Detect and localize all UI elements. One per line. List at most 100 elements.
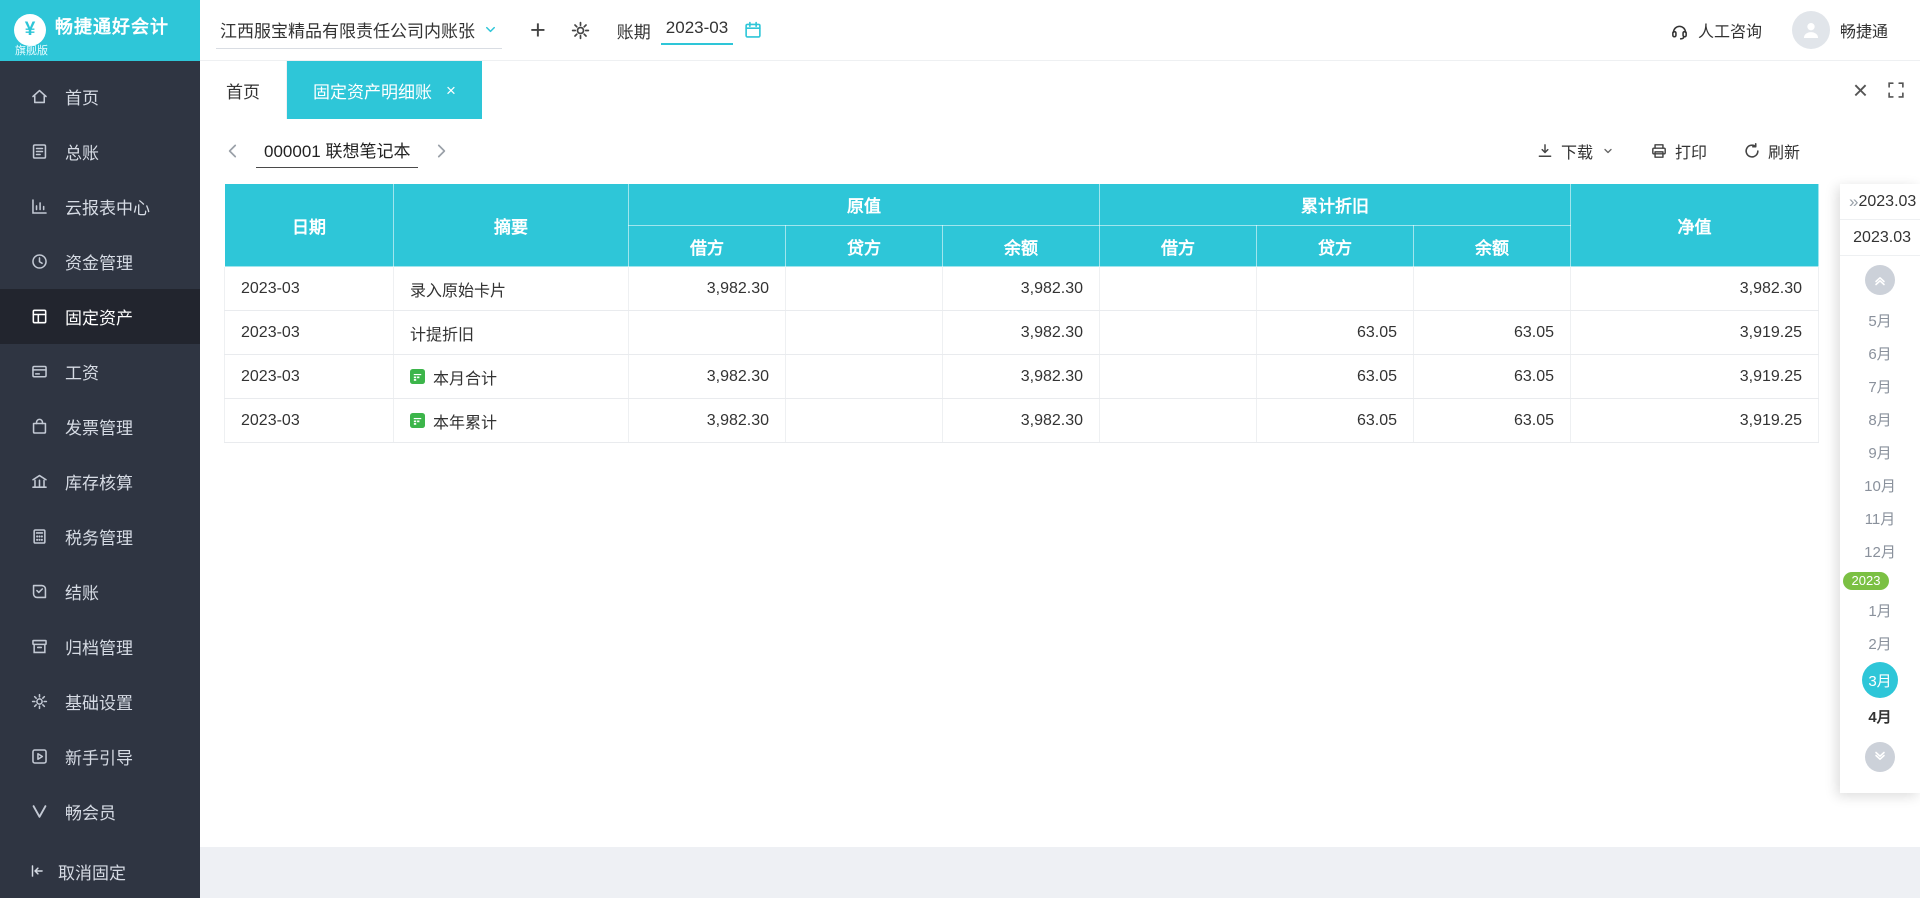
cell-ov-balance: 3,982.30: [941, 398, 1101, 443]
settings-gear-icon: [30, 692, 49, 711]
user-name[interactable]: 畅捷通: [1839, 24, 1888, 41]
tab-label: 首页: [226, 82, 260, 102]
support-button[interactable]: 人工咨询: [1670, 18, 1762, 42]
month-item[interactable]: 2月: [1868, 636, 1892, 653]
sidebar-item-archive[interactable]: 归档管理: [0, 619, 200, 674]
period-panel: » 2023.03 2023.03 5月 6月 7月 8月 9月 10月 11月…: [1840, 184, 1920, 793]
period-end[interactable]: 2023.03: [1853, 228, 1911, 246]
collapse-panel-icon[interactable]: »: [1849, 191, 1859, 211]
cell-date: 2023-03: [224, 310, 394, 355]
calendar-icon[interactable]: [743, 20, 763, 40]
sidebar-item-settings[interactable]: 基础设置: [0, 674, 200, 729]
cell-ov-credit: [785, 354, 943, 399]
tab-controls: ×: [1853, 61, 1920, 119]
cell-ad-balance: [1413, 266, 1572, 311]
cell-ad-debit: [1099, 398, 1258, 443]
table-row-month-total[interactable]: 2023-03 本月合计 3,982.30 3,982.30 63.05 63.…: [224, 354, 1820, 399]
cell-net: 3,919.25: [1570, 354, 1820, 399]
gear-icon[interactable]: [570, 20, 591, 41]
month-item-active[interactable]: 3月: [1840, 660, 1920, 700]
top-bar: ¥ 畅捷通好会计 旗舰版 江西服宝精品有限责任公司内账张 + 账期 2023-0…: [0, 0, 1920, 61]
cell-ov-credit: [785, 310, 943, 355]
cell-date: 2023-03: [224, 354, 394, 399]
chevron-down-icon: [483, 22, 498, 37]
month-item[interactable]: 5月: [1868, 313, 1892, 330]
month-item[interactable]: 1月: [1868, 603, 1892, 620]
table-row-year-total[interactable]: 2023-03 本年累计 3,982.30 3,982.30 63.05 63.…: [224, 398, 1820, 443]
tab-fixed-asset-ledger[interactable]: 固定资产明细账 ×: [287, 61, 482, 119]
tab-home[interactable]: 首页: [200, 61, 287, 119]
headset-icon: [1670, 21, 1689, 40]
archive-box-icon: [30, 637, 49, 656]
sidebar-item-home[interactable]: 首页: [0, 69, 200, 124]
scroll-down-button[interactable]: [1865, 742, 1895, 772]
avatar[interactable]: [1791, 11, 1830, 49]
month-item[interactable]: 12月: [1864, 544, 1896, 561]
cell-net: 3,919.25: [1570, 398, 1820, 443]
sidebar-item-invoices[interactable]: 发票管理: [0, 399, 200, 454]
sidebar-item-label: 归档管理: [65, 639, 133, 658]
asset-navigator: 000001 联想笔记本: [224, 135, 450, 168]
sidebar-item-inventory[interactable]: 库存核算: [0, 454, 200, 509]
ledger-table: 日期 摘要 原值 累计折旧 净值 借方 贷方 余额 借方 贷方 余额 2023-: [224, 183, 1820, 443]
period-start[interactable]: 2023.03: [1858, 192, 1917, 210]
sidebar-item-cloud-reports[interactable]: 云报表中心: [0, 179, 200, 234]
unpin-icon: [28, 862, 46, 880]
company-selector[interactable]: 江西服宝精品有限责任公司内账张: [216, 11, 502, 49]
cell-ov-credit: [785, 266, 943, 311]
next-asset-icon[interactable]: [432, 142, 450, 160]
scroll-up-button[interactable]: [1865, 265, 1895, 295]
month-item[interactable]: 4月: [1868, 709, 1892, 726]
month-item[interactable]: 6月: [1868, 346, 1892, 363]
print-button[interactable]: 打印: [1650, 139, 1707, 163]
year-badge: 2023: [1843, 572, 1889, 590]
header-credit: 贷方: [1256, 225, 1415, 267]
period-label: 账期: [616, 22, 651, 42]
sidebar-item-label: 税务管理: [65, 529, 133, 548]
download-icon: [1536, 142, 1554, 160]
current-asset[interactable]: 000001 联想笔记本: [256, 135, 419, 168]
download-button[interactable]: 下载: [1536, 139, 1614, 163]
sidebar-item-label: 固定资产: [65, 309, 133, 328]
month-item[interactable]: 7月: [1868, 379, 1892, 396]
cell-ad-credit: [1256, 266, 1415, 311]
table-row[interactable]: 2023-03 录入原始卡片 3,982.30 3,982.30 3,982.3…: [224, 266, 1820, 311]
cell-ov-balance: 3,982.30: [941, 266, 1101, 311]
table-row[interactable]: 2023-03 计提折旧 3,982.30 63.05 63.05 3,919.…: [224, 310, 1820, 355]
refresh-button[interactable]: 刷新: [1743, 139, 1800, 163]
main-area: 首页 固定资产明细账 × × 000001 联想笔记本: [200, 61, 1920, 898]
prev-asset-icon[interactable]: [224, 142, 242, 160]
sidebar-item-fixed-assets[interactable]: 固定资产: [0, 289, 200, 344]
sidebar-item-tax[interactable]: 税务管理: [0, 509, 200, 564]
sidebar-item-closing[interactable]: 结账: [0, 564, 200, 619]
header-balance: 余额: [1413, 225, 1572, 267]
card-icon: [30, 362, 49, 381]
sidebar-item-guide[interactable]: 新手引导: [0, 729, 200, 784]
sidebar-item-funds[interactable]: 资金管理: [0, 234, 200, 289]
sidebar-item-label: 工资: [65, 364, 99, 383]
fullscreen-icon[interactable]: [1886, 80, 1906, 100]
sidebar-item-general-ledger[interactable]: 总账: [0, 124, 200, 179]
period-value[interactable]: 2023-03: [660, 15, 734, 45]
period-end-row: 2023.03: [1840, 220, 1920, 256]
cell-summary: 本年累计: [393, 398, 629, 443]
sidebar-item-membership[interactable]: 畅会员: [0, 784, 200, 839]
sidebar-item-label: 资金管理: [65, 254, 133, 273]
active-month-circle: 3月: [1862, 662, 1898, 698]
unpin-sidebar-button[interactable]: 取消固定: [0, 844, 200, 898]
month-item[interactable]: 8月: [1868, 412, 1892, 429]
month-item[interactable]: 11月: [1864, 511, 1896, 528]
sidebar-item-label: 基础设置: [65, 694, 133, 713]
tab-label: 固定资产明细账: [313, 82, 432, 102]
tab-bar: 首页 固定资产明细账 × ×: [200, 61, 1920, 119]
tab-close-icon[interactable]: ×: [446, 80, 456, 100]
add-button[interactable]: +: [530, 14, 546, 45]
sidebar-item-label: 发票管理: [65, 419, 133, 438]
cell-ov-balance: 3,982.30: [941, 354, 1101, 399]
cell-ad-balance: 63.05: [1413, 398, 1572, 443]
close-icon[interactable]: ×: [1852, 75, 1868, 105]
month-item[interactable]: 9月: [1868, 445, 1892, 462]
sidebar-nav: 首页 总账 云报表中心 资金管理 固定资产 工资 发票管理 库存: [0, 61, 200, 839]
sidebar-item-salary[interactable]: 工资: [0, 344, 200, 399]
month-item[interactable]: 10月: [1864, 478, 1896, 495]
